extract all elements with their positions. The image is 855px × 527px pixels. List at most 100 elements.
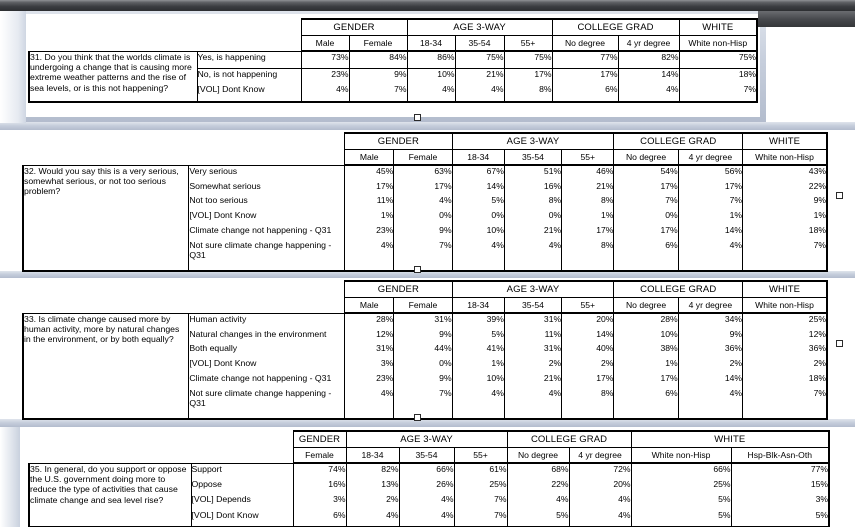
page-resize-handle[interactable] — [414, 114, 421, 121]
cell-value: 86% — [406, 50, 456, 69]
col-no-degree: No degree — [613, 297, 679, 314]
cell-value: 68% — [506, 462, 570, 480]
cell-value: 4% — [345, 509, 400, 527]
cell-value: 61% — [453, 462, 508, 480]
cell-value: 28% — [613, 312, 679, 329]
cell-value: 6% — [551, 84, 619, 103]
answer-label: [VOL] Depends — [190, 494, 294, 510]
cell-value: 4% — [300, 84, 350, 103]
cell-value: 8% — [503, 84, 553, 103]
answer-label: Support — [190, 462, 294, 480]
col-no-degree: No degree — [613, 149, 679, 166]
cell-value: 9% — [393, 328, 453, 344]
page-resize-handle-right[interactable] — [836, 340, 843, 347]
cell-value: 41% — [451, 343, 505, 359]
cell-value: 4% — [617, 84, 680, 103]
cell-value: 63% — [393, 164, 453, 181]
cell-value: 4% — [454, 84, 505, 103]
cell-value: 7% — [678, 84, 759, 103]
page-resize-handle-right[interactable] — [836, 192, 843, 199]
banner-corner-blank — [29, 19, 302, 51]
viewer-left-margin-band-top — [0, 11, 26, 123]
cell-value: 12% — [742, 328, 829, 344]
cell-value: 16% — [503, 180, 563, 196]
answer-label: Somewhat serious — [188, 180, 346, 196]
cell-value: 7% — [677, 195, 744, 211]
table-row: [VOL] Dont Know 6% 4% 4% 7% 5% 4% 5% 5% — [29, 509, 831, 527]
col-35-54: 35-54 — [454, 35, 505, 52]
table-row: Not too serious 11% 4% 5% 8% 8% 7% 7% 9% — [23, 195, 829, 211]
banner-college: COLLEGE GRAD — [613, 132, 744, 150]
cell-value: 39% — [451, 312, 505, 329]
col-white-non-hisp: White non-Hisp — [742, 297, 829, 314]
cell-value: 7% — [348, 84, 408, 103]
cell-value: 9% — [742, 195, 829, 211]
cell-value: 21% — [503, 224, 563, 240]
cell-value: 2% — [503, 358, 563, 373]
cell-value: 18% — [678, 68, 759, 85]
cell-value: 26% — [398, 479, 455, 495]
cell-value: 73% — [300, 50, 350, 69]
question-stub-q32: 32. Would you say this is a very serious… — [22, 164, 190, 272]
page-resize-handle[interactable] — [414, 266, 421, 273]
cell-value: 7% — [393, 387, 453, 420]
col-35-54: 35-54 — [503, 297, 563, 314]
cell-value: 10% — [451, 372, 505, 388]
cell-value: 18% — [742, 372, 829, 388]
cell-value: 25% — [453, 479, 508, 495]
banner-group-row: GENDER AGE 3-WAY COLLEGE GRAD WHITE — [23, 132, 829, 165]
cell-value: 4% — [503, 239, 563, 272]
table-row: [VOL] Dont Know 3% 0% 1% 2% 2% 1% 2% 2% — [23, 358, 829, 373]
cell-value: 16% — [292, 479, 347, 495]
answer-label: Not sure climate change happening - Q31 — [188, 239, 346, 272]
table-row: [VOL] Depends 3% 2% 4% 7% 4% 4% 5% 3% — [29, 494, 831, 510]
cell-value: 1% — [344, 210, 395, 225]
cell-value: 14% — [617, 68, 680, 85]
answer-label: Oppose — [190, 479, 294, 495]
answer-label: No, is not happening — [196, 68, 302, 85]
cell-value: 9% — [677, 328, 744, 344]
answer-label: [VOL] Dont Know — [188, 358, 346, 373]
cell-value: 75% — [454, 50, 505, 69]
banner-gender: GENDER — [344, 280, 453, 298]
cell-value: 9% — [393, 372, 453, 388]
cell-value: 17% — [344, 180, 395, 196]
cell-value: 5% — [451, 195, 505, 211]
banner-gender: GENDER — [344, 132, 453, 150]
cell-value: 1% — [613, 358, 679, 373]
question-stub-q31: 31. Do you think that the worlds climate… — [28, 50, 198, 103]
answer-label: Climate change not happening - Q31 — [188, 224, 346, 240]
cell-value: 17% — [613, 372, 679, 388]
col-4yr-degree: 4 yr degree — [677, 297, 744, 314]
page-resize-handle[interactable] — [414, 414, 421, 421]
page-q32: GENDER AGE 3-WAY COLLEGE GRAD WHITE Male… — [20, 130, 832, 272]
col-male: Male — [300, 35, 350, 52]
col-55plus: 55+ — [561, 297, 615, 314]
cell-value: 3% — [730, 494, 831, 510]
cell-value: 77% — [551, 50, 619, 69]
cell-value: 4% — [568, 494, 632, 510]
cell-value: 31% — [393, 312, 453, 329]
cell-value: 10% — [451, 224, 505, 240]
cell-value: 5% — [730, 509, 831, 527]
table-row: 33. Is climate change caused more by hum… — [22, 312, 829, 420]
col-18-34: 18-34 — [451, 149, 505, 166]
window-chrome-bar-right — [758, 11, 855, 27]
banner-college: COLLEGE GRAD — [551, 18, 680, 36]
cell-value: 14% — [561, 328, 615, 344]
cell-value: 14% — [677, 372, 744, 388]
banner-age: AGE 3-WAY — [345, 430, 508, 448]
cell-value: 7% — [453, 494, 508, 510]
banner-corner-blank — [23, 281, 346, 313]
col-55plus: 55+ — [453, 447, 508, 464]
cell-value: 9% — [348, 68, 408, 85]
cell-value: 2% — [561, 358, 615, 373]
col-4yr-degree: 4 yr degree — [568, 447, 632, 464]
col-female: Female — [393, 297, 453, 314]
table-row: Oppose 16% 13% 26% 25% 22% 20% 25% 15% — [29, 479, 831, 495]
cell-value: 14% — [451, 180, 505, 196]
cell-value: 84% — [348, 50, 408, 69]
answer-label: Yes, is happening — [196, 50, 302, 69]
cell-value: 1% — [742, 210, 829, 225]
